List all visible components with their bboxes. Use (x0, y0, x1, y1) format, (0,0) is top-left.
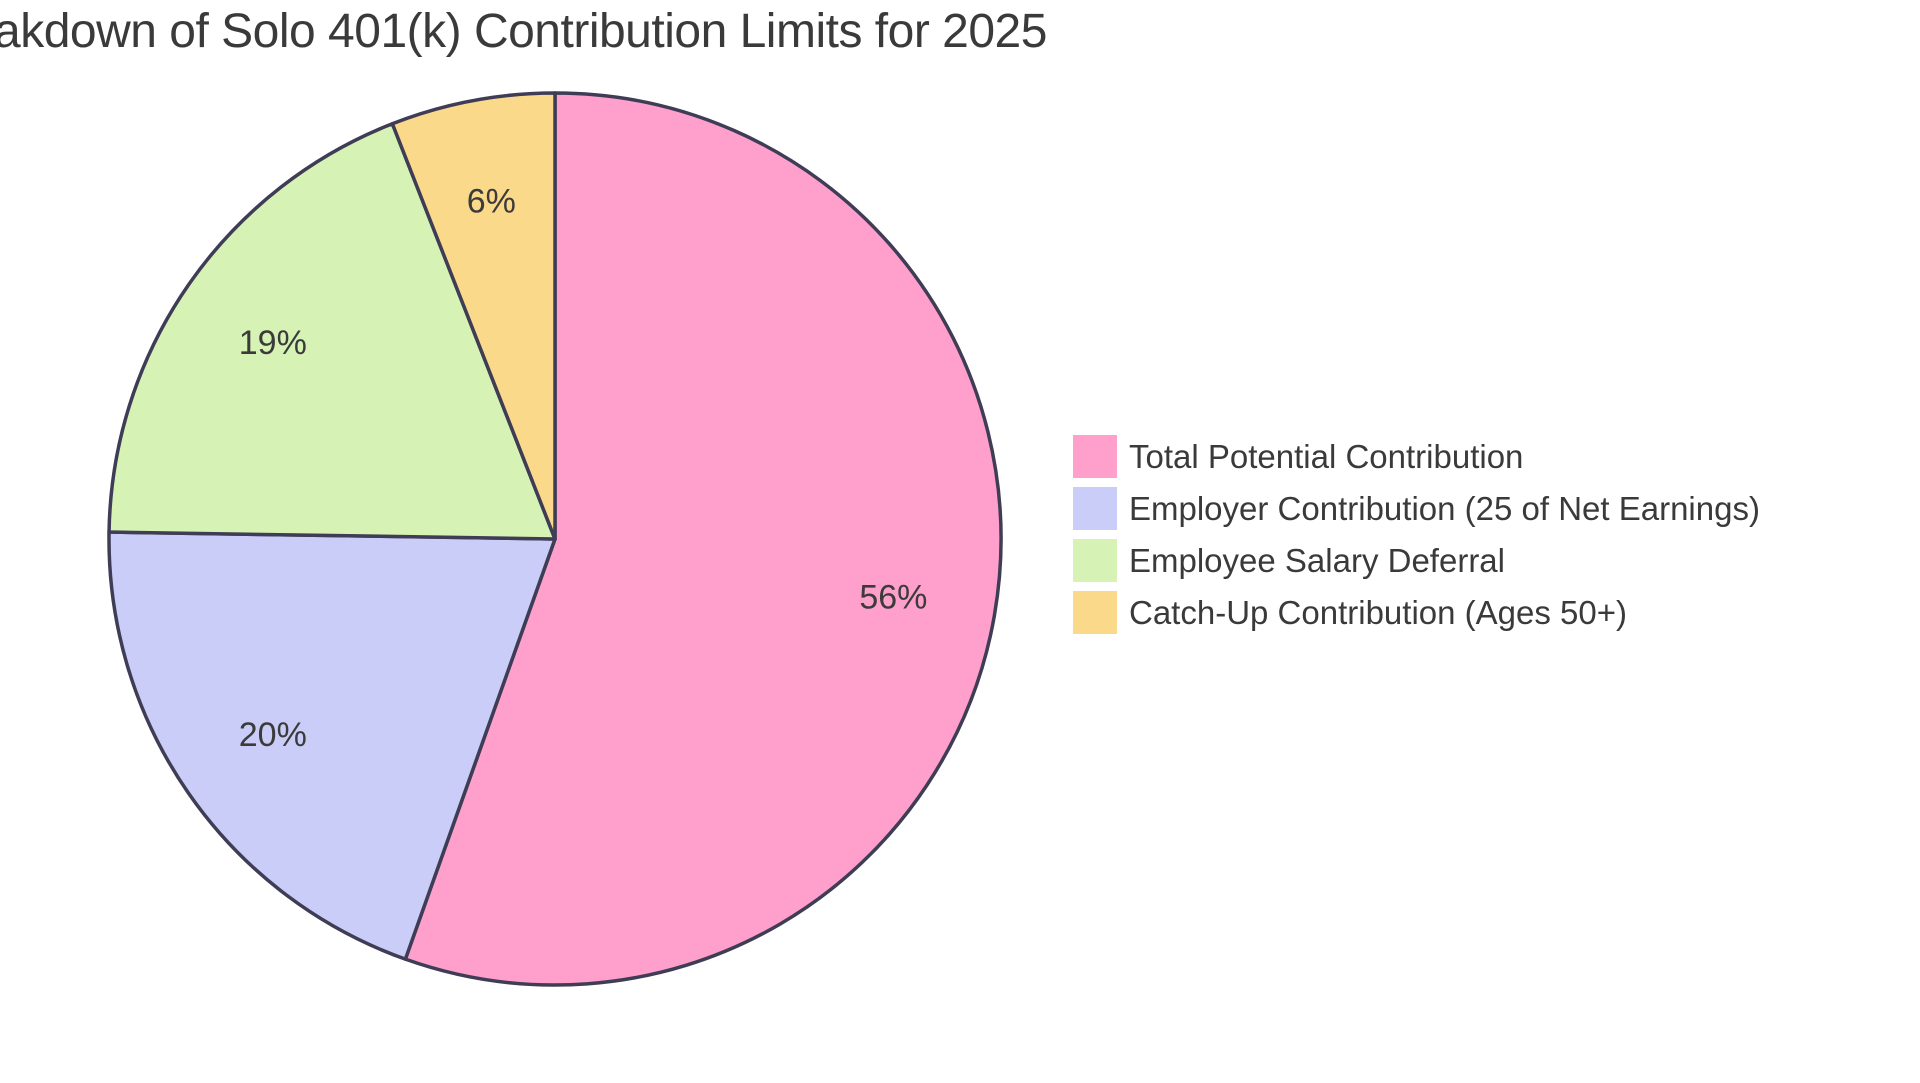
legend-item[interactable]: Catch-Up Contribution (Ages 50+) (1073, 591, 1760, 634)
pie-slice-employer-contribution-25-of-net-earnings[interactable] (107, 530, 557, 961)
legend-item[interactable]: Total Potential Contribution (1073, 435, 1760, 478)
slice-percent-label: 56% (859, 579, 927, 617)
legend-item-label: Total Potential Contribution (1129, 438, 1524, 475)
legend-item-label: Catch-Up Contribution (Ages 50+) (1129, 594, 1627, 631)
legend-item[interactable]: Employer Contribution (25 of Net Earning… (1073, 487, 1760, 530)
pie-slice-total-potential-contribution[interactable] (403, 91, 1003, 987)
legend-swatch-icon (1073, 591, 1117, 634)
slice-percent-label: 20% (239, 716, 307, 754)
legend-item-label: Employer Contribution (25 of Net Earning… (1129, 490, 1760, 527)
legend-swatch-icon (1073, 435, 1117, 478)
slice-percent-label: 6% (467, 183, 516, 221)
slice-percent-label: 19% (239, 324, 307, 362)
pie-slice-catch-up-contribution-ages-50[interactable] (390, 91, 557, 541)
legend: Total Potential Contribution Employer Con… (1073, 435, 1760, 634)
legend-swatch-icon (1073, 487, 1117, 530)
legend-item[interactable]: Employee Salary Deferral (1073, 539, 1760, 582)
legend-item-label: Employee Salary Deferral (1129, 542, 1505, 579)
chart-title: akdown of Solo 401(k) Contribution Limit… (0, 5, 1047, 58)
pie-slice-employee-salary-deferral[interactable] (107, 121, 557, 541)
legend-swatch-icon (1073, 539, 1117, 582)
